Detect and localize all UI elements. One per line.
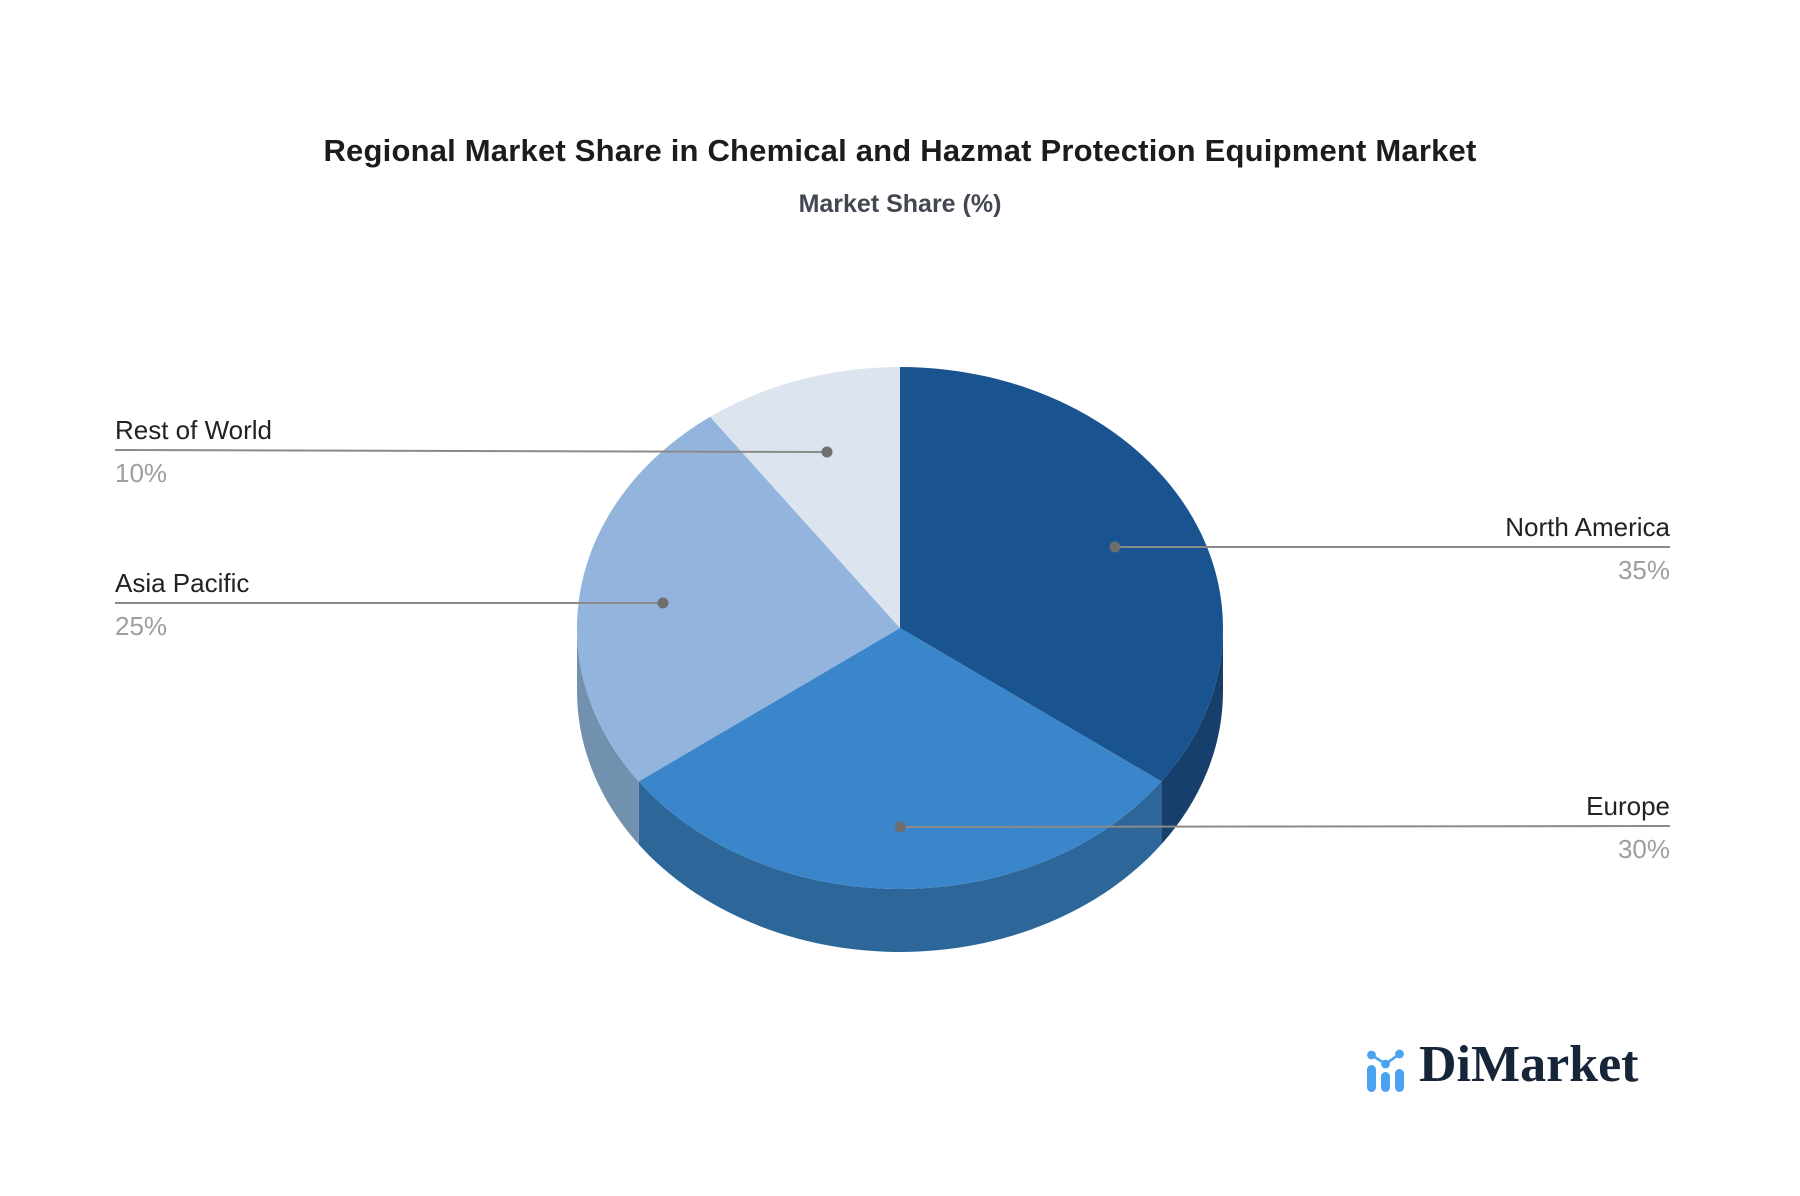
pie-slice-europe[interactable] [638, 628, 1162, 889]
leader-line-europe [899, 825, 1671, 828]
pie-slice-asia-pacific[interactable] [576, 416, 900, 782]
pie-slice-north-america[interactable] [900, 367, 1223, 782]
dimarket-logo-text: DiMarket [1419, 1036, 1639, 1093]
slice-value: 10% [115, 458, 168, 488]
callout-europe: Europe 30% [1586, 790, 1670, 866]
leader-dot-rest-of-world [821, 446, 833, 458]
pie-slice-side-europe [638, 781, 1162, 952]
dimarket-logo: DiMarket [1366, 1038, 1638, 1092]
slice-value: 25% [115, 611, 168, 641]
leader-dot-asia-pacific [657, 597, 669, 609]
pie-slice-rest-of-world[interactable] [710, 366, 900, 628]
slice-value: 35% [1617, 555, 1670, 585]
pie-slice-side-north-america [1161, 628, 1223, 845]
leader-dot-north-america [1109, 541, 1121, 553]
leader-line-rest-of-world [114, 449, 828, 453]
slice-label: Rest of World [115, 415, 273, 445]
bar-chart-trend-icon [1367, 1049, 1404, 1092]
pie-slice-side-asia-pacific [577, 628, 639, 845]
callout-north-america: North America 35% [1505, 511, 1670, 587]
slice-label: Europe [1586, 791, 1670, 821]
slice-label: North America [1505, 512, 1670, 542]
leader-dot-europe [894, 821, 906, 833]
callout-asia-pacific: Asia Pacific 25% [115, 567, 249, 643]
callout-rest-of-world: Rest of World 10% [115, 414, 272, 490]
chart-title: Regional Market Share in Chemical and Ha… [323, 133, 1477, 168]
chart-subtitle: Market Share (%) [798, 190, 1002, 218]
slice-value: 30% [1617, 834, 1670, 864]
slice-label: Asia Pacific [115, 568, 250, 598]
